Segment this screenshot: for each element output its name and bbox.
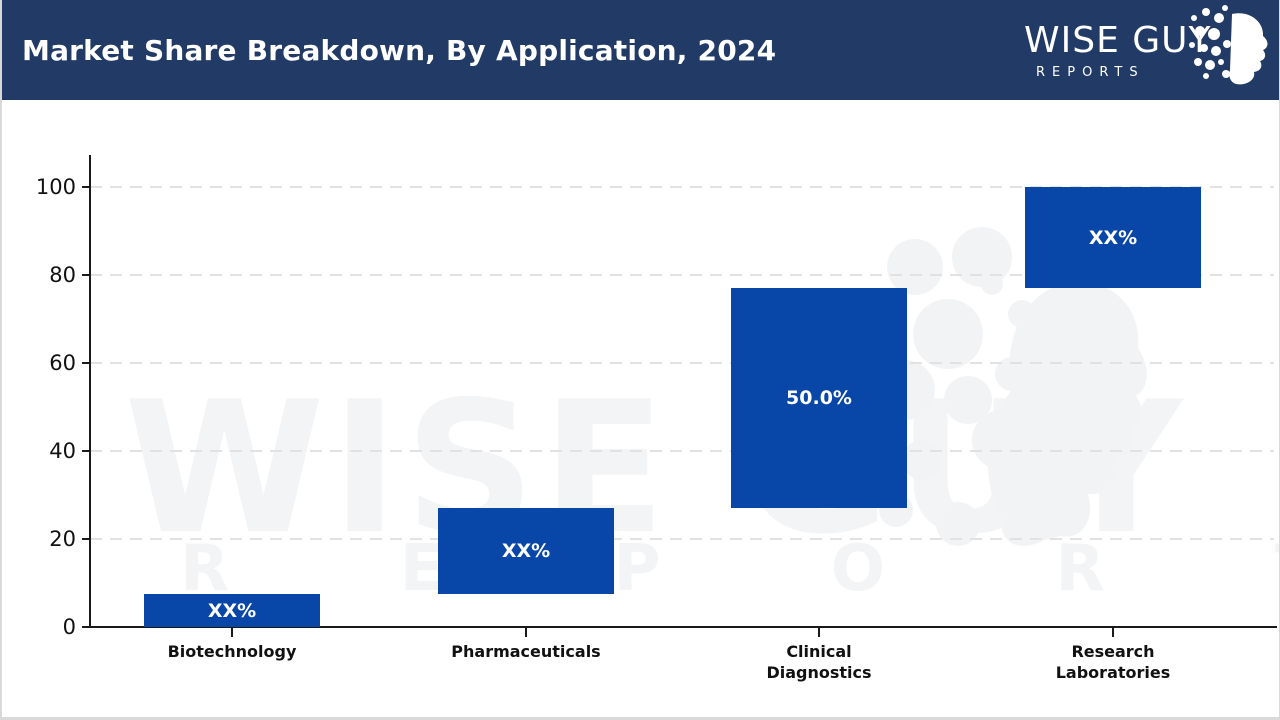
bar-value-label: XX% <box>1088 226 1138 249</box>
chart-area: WISE GUY R E P O R T S 020406080100XX%Bi… <box>2 100 1279 717</box>
y-axis-tick <box>82 186 90 188</box>
watermark-subtext: R E P O R T S <box>180 532 1279 606</box>
x-axis-category-label: Biotechnology <box>167 642 297 661</box>
x-axis-tick <box>1112 628 1114 637</box>
y-axis-tick <box>82 538 90 540</box>
watermark-face-profile <box>987 281 1147 546</box>
gridline-60 <box>90 362 1274 364</box>
wise-guy-logo-text: WISE GUY REPORTS <box>1024 20 1212 80</box>
bar-value-label: 50.0% <box>786 387 852 410</box>
y-axis-tick <box>82 450 90 452</box>
page-title: Market Share Breakdown, By Application, … <box>22 33 777 67</box>
x-axis-tick <box>818 628 820 637</box>
logo-wordmark: WISE GUY <box>1024 20 1212 61</box>
x-axis-tick <box>231 628 233 637</box>
y-axis-line <box>89 155 91 628</box>
bar-value-label: XX% <box>207 599 257 622</box>
bar-biotechnology: XX% <box>144 594 320 627</box>
y-axis-tick-label: 20 <box>49 527 76 551</box>
y-axis-tick-label: 60 <box>49 351 76 375</box>
x-axis-line <box>89 626 1277 628</box>
x-axis-tick <box>525 628 527 637</box>
logo-subtext: REPORTS <box>1036 65 1145 80</box>
y-axis-tick <box>82 362 90 364</box>
gridline-80 <box>90 274 1274 276</box>
bar-pharmaceuticals: XX% <box>438 508 614 594</box>
gridline-20 <box>90 538 1274 540</box>
gridline-40 <box>90 450 1274 452</box>
y-axis-tick-label: 40 <box>49 439 76 463</box>
x-axis-category-label: Clinical Diagnostics <box>766 642 872 682</box>
wise-guy-logo: WISE GUY REPORTS <box>1024 5 1268 85</box>
bar-value-label: XX% <box>501 540 551 563</box>
gridline-100 <box>90 186 1274 188</box>
bar-research-laboratories: XX% <box>1025 187 1201 289</box>
x-axis-category-label: Research Laboratories <box>1055 642 1171 682</box>
y-axis-tick <box>82 626 90 628</box>
y-axis-tick-label: 0 <box>62 615 76 639</box>
logo-dots-face-icon <box>1189 5 1268 85</box>
logo-face-profile <box>1229 13 1268 85</box>
x-axis-category-label: Pharmaceuticals <box>451 642 601 661</box>
y-axis-tick <box>82 274 90 276</box>
y-axis-tick-label: 80 <box>49 263 76 287</box>
header: Market Share Breakdown, By Application, … <box>2 0 1279 100</box>
bar-clinical-diagnostics: 50.0% <box>731 288 907 509</box>
y-axis-tick-label: 100 <box>35 175 76 199</box>
